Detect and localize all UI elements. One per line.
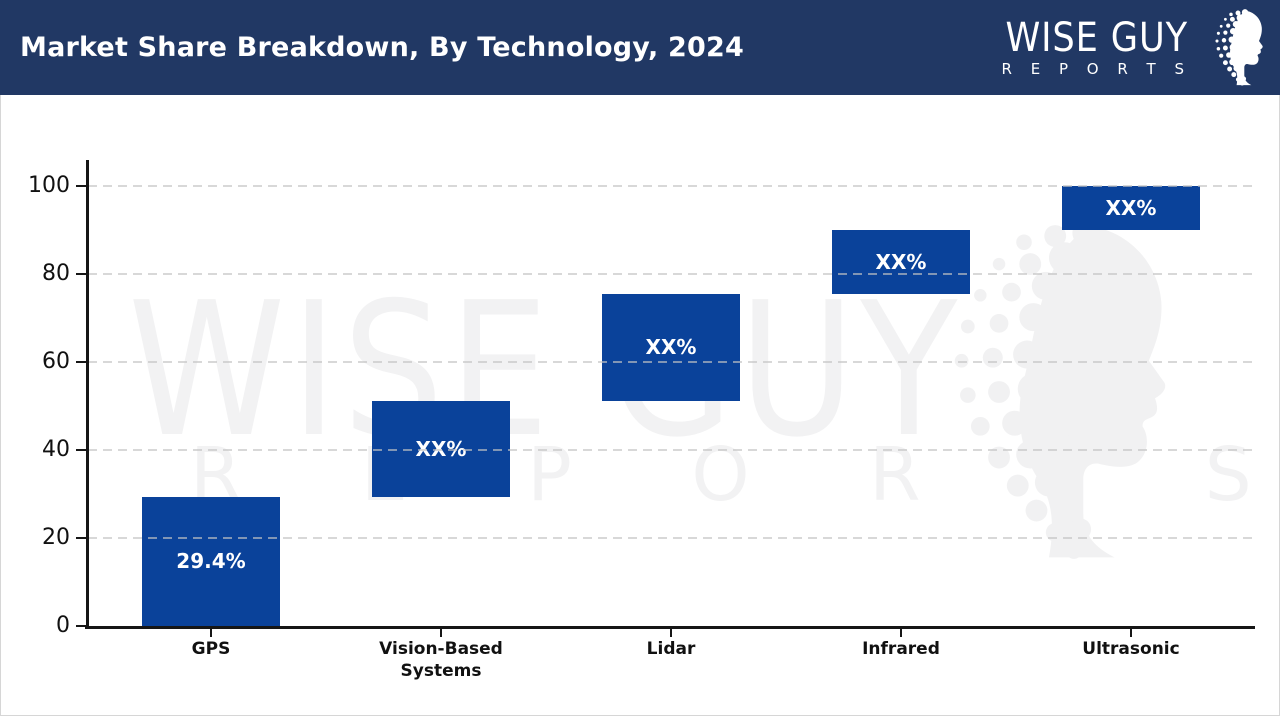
bar-value-label: 29.4%	[176, 549, 246, 574]
wise-guy-logo: WISE GUY R E P O R T S	[993, 4, 1266, 92]
bar-value-label: XX%	[645, 335, 697, 360]
x-axis-line	[85, 626, 1255, 629]
x-tick-mark	[670, 629, 672, 637]
x-tick-label-line: Ultrasonic	[1082, 639, 1180, 659]
y-tick-label: 100	[28, 173, 70, 198]
gridline	[88, 537, 1254, 539]
gridline	[88, 273, 1254, 275]
logo-subname: R E P O R T S	[1001, 60, 1192, 78]
y-tick-label: 60	[42, 349, 70, 374]
logo-text: WISE GUY R E P O R T S	[993, 18, 1200, 78]
y-tick-label: 40	[42, 437, 70, 462]
bar-value-label: XX%	[875, 249, 927, 274]
y-tick-mark	[76, 537, 86, 539]
x-tick-label-line: Vision-Based	[379, 639, 503, 659]
bar-value-label: XX%	[1105, 196, 1157, 220]
x-tick-label: Infrared	[791, 638, 1011, 660]
x-tick-label-line: GPS	[191, 639, 231, 659]
y-tick-label: 0	[56, 613, 70, 638]
bar-segment: XX%	[832, 230, 970, 294]
x-tick-label-line: Infrared	[862, 639, 940, 659]
x-tick-mark	[1130, 629, 1132, 637]
y-tick-mark	[76, 273, 86, 275]
bar-segment: 29.4%	[142, 496, 280, 626]
bar-segment: XX%	[372, 401, 510, 497]
y-tick-mark	[76, 625, 86, 627]
gridline	[88, 185, 1254, 187]
y-axis-line	[86, 160, 89, 629]
y-tick-mark	[76, 449, 86, 451]
bar-value-label: XX%	[415, 436, 467, 461]
x-tick-mark	[210, 629, 212, 637]
gridline	[88, 361, 1254, 363]
x-tick-label-line: Lidar	[646, 639, 696, 659]
logo-name: WISE GUY	[1005, 15, 1188, 61]
x-tick-label: Ultrasonic	[1021, 638, 1241, 660]
bar-segment: XX%	[1062, 186, 1200, 230]
gridline	[88, 449, 1254, 451]
y-tick-mark	[76, 185, 86, 187]
x-tick-label: Lidar	[561, 638, 781, 660]
watermark-text: WISE GUY	[128, 262, 963, 478]
header: Market Share Breakdown, By Technology, 2…	[0, 0, 1280, 95]
bar-segment: XX%	[602, 293, 740, 402]
x-tick-mark	[900, 629, 902, 637]
page-title: Market Share Breakdown, By Technology, 2…	[20, 32, 745, 63]
x-tick-label: GPS	[101, 638, 321, 660]
y-tick-label: 20	[42, 525, 70, 550]
y-tick-label: 80	[42, 261, 70, 286]
x-tick-mark	[440, 629, 442, 637]
y-tick-mark	[76, 361, 86, 363]
x-tick-label: Vision-Based Systems	[331, 638, 551, 682]
x-tick-label-line: Systems	[400, 661, 482, 681]
dotted-head-profile-icon	[1215, 9, 1263, 86]
plot-area: 0 20 40 60 80 100 29.4% GPS XX% Vision-Based Syste…	[28, 152, 1256, 681]
